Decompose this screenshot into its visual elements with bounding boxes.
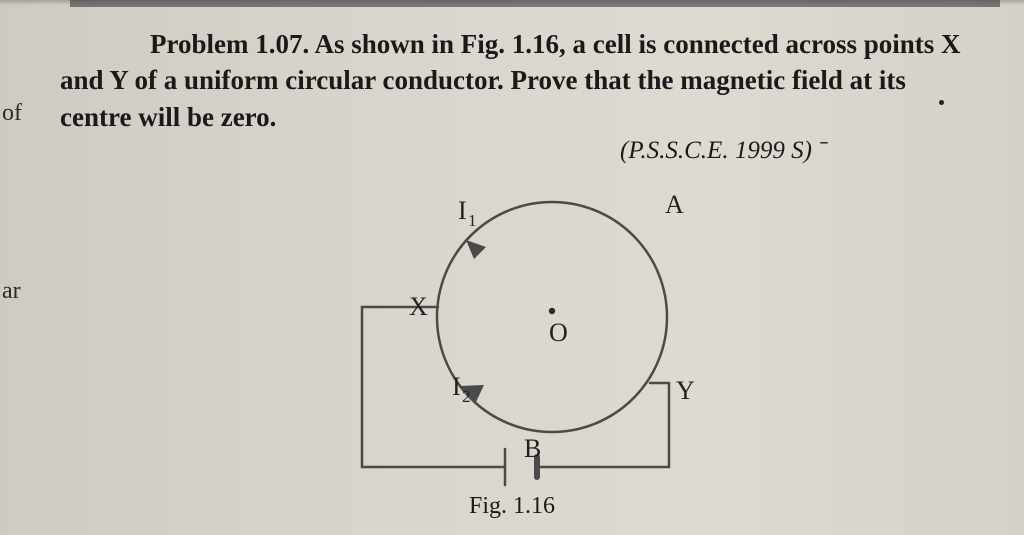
problem-number: Problem 1.07. bbox=[150, 29, 309, 59]
svg-text:I: I bbox=[458, 196, 467, 225]
top-stripe bbox=[70, 0, 1000, 7]
svg-text:X: X bbox=[409, 292, 428, 321]
stray-dot bbox=[939, 100, 944, 105]
problem-line-1: Problem 1.07. As shown in Fig. 1.16, a c… bbox=[60, 26, 984, 135]
figure-caption: Fig. 1.16 bbox=[0, 493, 1024, 520]
margin-fragment-of: of bbox=[2, 100, 22, 127]
svg-text:Y: Y bbox=[676, 376, 695, 405]
margin-fragment-ar: ar bbox=[2, 278, 21, 305]
svg-text:1: 1 bbox=[468, 211, 477, 230]
problem-text: Problem 1.07. As shown in Fig. 1.16, a c… bbox=[60, 26, 984, 165]
page: of ar Problem 1.07. As shown in Fig. 1.1… bbox=[0, 0, 1024, 535]
svg-text:I: I bbox=[452, 372, 461, 401]
svg-text:O: O bbox=[549, 318, 568, 347]
svg-text:B: B bbox=[524, 434, 541, 463]
problem-source: (P.S.S.C.E. 1999 S) ˉ bbox=[620, 137, 984, 165]
circuit-diagram: I1 I2 X Y A B O bbox=[252, 167, 772, 497]
source-text: P.S.S.C.E. 1999 S bbox=[628, 137, 803, 164]
figure: I1 I2 X Y A B O bbox=[252, 167, 772, 497]
svg-text:A: A bbox=[665, 190, 684, 219]
svg-text:2: 2 bbox=[462, 387, 471, 406]
